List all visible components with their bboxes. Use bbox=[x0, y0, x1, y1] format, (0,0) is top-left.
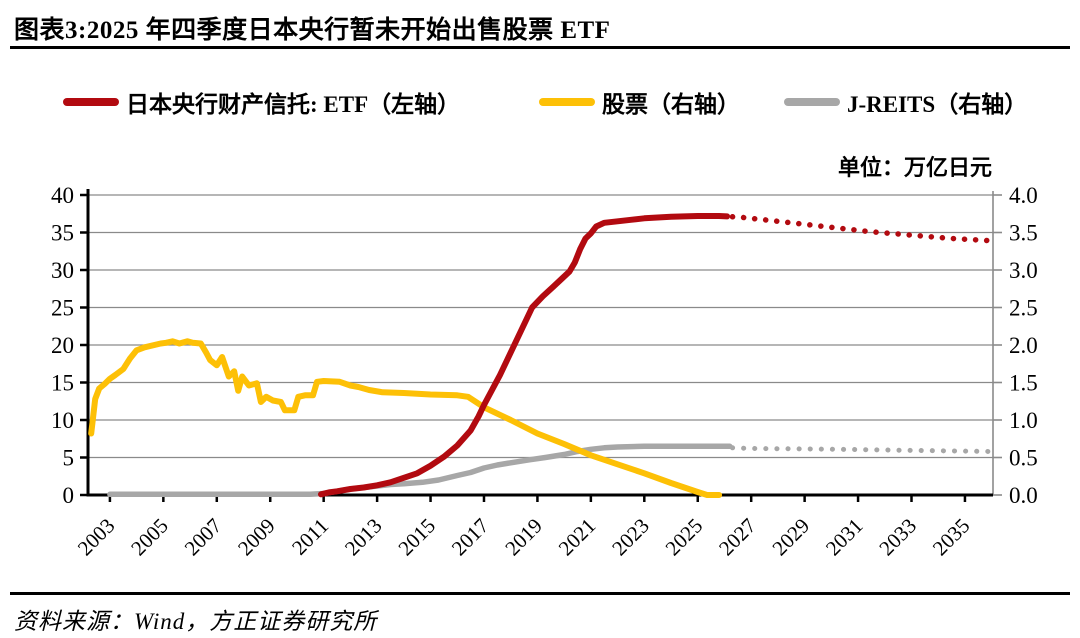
x-tick-label: 2033 bbox=[874, 514, 921, 561]
legend-item-stocks: 股票（右轴） bbox=[539, 88, 740, 117]
y-right-tick-label: 1.0 bbox=[1009, 408, 1038, 433]
legend-item-etf: 日本央行财产信托: ETF（左轴） bbox=[63, 88, 461, 117]
y-left-tick-label: 20 bbox=[51, 333, 74, 358]
x-tick-label: 2009 bbox=[233, 514, 280, 561]
title-divider bbox=[10, 46, 1070, 49]
legend-label: 股票（右轴） bbox=[602, 92, 740, 117]
x-tick-label: 2017 bbox=[447, 514, 494, 561]
legend-swatch-1 bbox=[539, 98, 595, 106]
chart-title: 图表3:2025 年四季度日本央行暂未开始出售股票 ETF bbox=[14, 17, 611, 44]
y-right-tick-label: 0.5 bbox=[1009, 446, 1038, 471]
series-stocks bbox=[88, 338, 723, 498]
chart-area: 0.0 0.5 1.0 1.5 2.0 2.5 3.0 3.5 4.0 0 5 10 15 20 25 30 3… bbox=[0, 180, 1080, 580]
y-left-tick-label: 25 bbox=[51, 296, 74, 321]
y-left-tick-label: 35 bbox=[51, 221, 74, 246]
y-right-tick-label: 0.0 bbox=[1009, 483, 1038, 508]
y-left-tick-label: 15 bbox=[51, 371, 74, 396]
legend-label: 日本央行财产信托: ETF（左轴） bbox=[126, 92, 461, 117]
y-right-tick-label: 2.5 bbox=[1009, 296, 1038, 321]
y-left-tick-label: 40 bbox=[51, 183, 74, 208]
legend-swatch-2 bbox=[784, 98, 840, 106]
x-tick-label: 2021 bbox=[554, 514, 601, 561]
y-left-tick-label: 10 bbox=[51, 408, 74, 433]
chart-canvas: 0.00.51.01.52.02.53.03.54.00510152025303… bbox=[51, 183, 1038, 561]
y-left-tick-label: 30 bbox=[51, 258, 74, 283]
y-left-tick-label: 5 bbox=[63, 446, 75, 471]
x-tick-label: 2023 bbox=[607, 514, 654, 561]
x-tick-label: 2003 bbox=[73, 514, 120, 561]
series-etf-forecast bbox=[729, 214, 995, 244]
x-tick-label: 2013 bbox=[340, 514, 387, 561]
legend-label: J-REITS（右轴） bbox=[847, 92, 1028, 117]
y-left-tick-label: 0 bbox=[63, 483, 75, 508]
x-tick-label: 2031 bbox=[821, 514, 868, 561]
x-tick-label: 2029 bbox=[767, 514, 814, 561]
source-divider bbox=[10, 592, 1070, 595]
x-tick-label: 2015 bbox=[393, 514, 440, 561]
y-right-tick-label: 3.0 bbox=[1009, 258, 1038, 283]
y-right-tick-label: 4.0 bbox=[1009, 183, 1038, 208]
x-tick-label: 2007 bbox=[180, 514, 227, 561]
x-tick-label: 2011 bbox=[287, 514, 333, 560]
series-etf-solid bbox=[318, 213, 731, 498]
y-right-tick-label: 1.5 bbox=[1009, 371, 1038, 396]
legend-swatch-0 bbox=[63, 98, 119, 106]
y-right-tick-label: 3.5 bbox=[1009, 221, 1038, 246]
chart-legend: 日本央行财产信托: ETF（左轴） 股票（右轴） J-REITS（右轴） bbox=[0, 88, 1080, 117]
source-note: 资料来源：Wind，方正证券研究所 bbox=[14, 609, 378, 634]
x-tick-label: 2035 bbox=[928, 514, 975, 561]
x-tick-label: 2025 bbox=[661, 514, 708, 561]
legend-item-jreits: J-REITS（右轴） bbox=[784, 88, 1028, 117]
x-tick-label: 2027 bbox=[714, 514, 761, 561]
x-tick-label: 2005 bbox=[126, 514, 173, 561]
series-jreits-forecast bbox=[730, 445, 995, 454]
y-right-tick-label: 2.0 bbox=[1009, 333, 1038, 358]
unit-label: 单位：万亿日元 bbox=[837, 155, 992, 180]
x-tick-label: 2019 bbox=[500, 514, 547, 561]
